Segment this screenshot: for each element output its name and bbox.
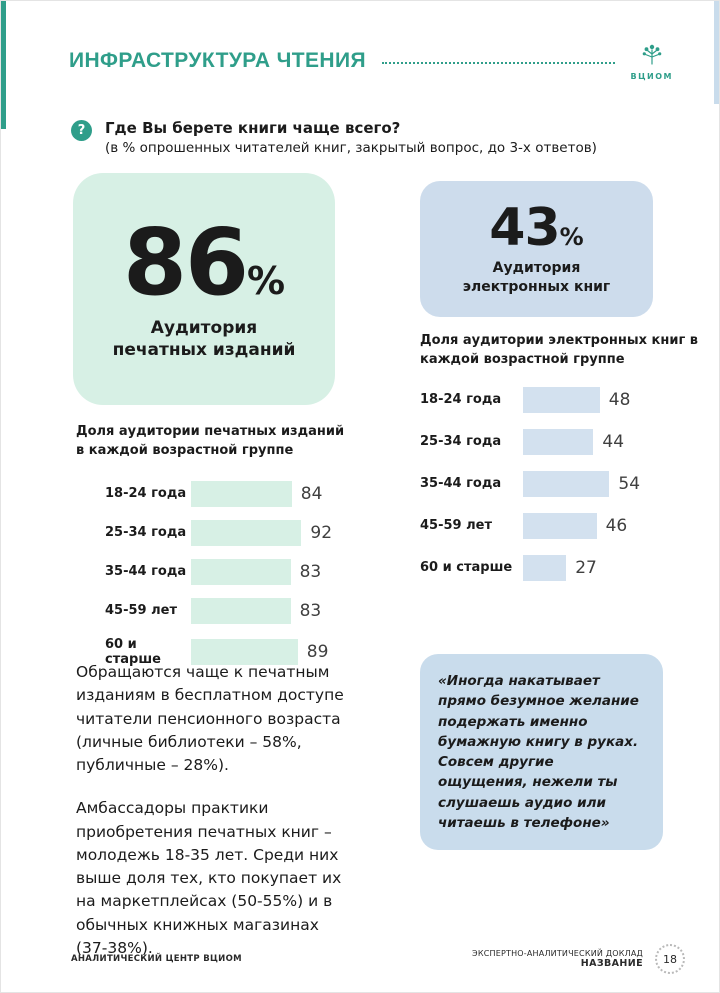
bar [523,386,600,413]
insight-paragraphs: Обращаются чаще к печатным изданиям в бе… [76,661,348,960]
page-title: ИНФРАСТРУКТУРА ЧТЕНИЯ [69,49,366,72]
chart-row: 60 и старше 89 [105,637,356,667]
edge-accent-right [714,1,719,104]
print-audience-card: 86 % Аудитория печатных изданий [73,173,335,405]
row-value: 46 [605,515,628,536]
row-value: 48 [608,389,631,410]
ebook-age-chart: Доля аудитории электронных книг в каждой… [420,332,719,581]
ebook-audience-card: 43 % Аудитория электронных книг [420,181,653,317]
row-label: 25-34 года [420,434,502,450]
bar [191,519,302,546]
row-label: 45-59 лет [420,518,492,534]
row-value: 27 [575,557,597,578]
row-value: 92 [310,522,333,543]
row-value: 83 [299,600,322,621]
chart-row: 60 и старше 27 [420,554,719,581]
chart-row: 35-44 года 54 [420,470,719,497]
row-value: 84 [300,483,323,504]
chart-rows: 18-24 года 84 25-34 года 92 35-44 года 8… [105,480,356,667]
chart-row: 18-24 года 48 [420,386,719,413]
ebook-audience-value: 43 [489,198,560,259]
question-mark-icon: ? [71,120,92,141]
ebook-audience-unit: % [559,223,584,252]
chart-row: 18-24 года 84 [105,480,356,507]
dotted-divider [382,62,615,64]
bar [523,428,594,455]
row-label: 18-24 года [105,486,187,502]
bar [191,558,291,585]
row-value: 89 [306,641,329,662]
footer-report-type: ЭКСПЕРТНО-АНАЛИТИЧЕСКИЙ ДОКЛАД [472,949,643,958]
quote-box: «Иногда накатывает прямо безумное желани… [420,654,663,850]
footer-report-name: НАЗВАНИЕ [580,958,643,969]
logo-text: ВЦИОМ [630,72,673,81]
vciom-logo: ВЦИОМ [631,41,673,81]
chart-title: Доля аудитории электронных книг в каждой… [420,333,699,367]
row-label: 60 и старше [420,560,513,576]
row-value: 44 [602,431,625,452]
chart-title: Доля аудитории печатных изданий в каждой… [76,424,345,458]
question-texts: Где Вы берете книги чаще всего? (в % опр… [105,119,597,156]
chart-row: 35-44 года 83 [105,558,356,585]
print-audience-label: Аудитория печатных изданий [112,317,296,360]
print-audience-unit: % [246,258,286,303]
chart-rows: 18-24 года 48 25-34 года 44 35-44 года 5… [420,386,719,581]
page-number: 18 [655,944,685,974]
bar [191,638,298,665]
edge-accent-left [1,1,6,129]
ebook-audience-label: Аудитория электронных книг [462,260,611,295]
row-label: 18-24 года [420,392,502,408]
question-block: ? Где Вы берете книги чаще всего? (в % о… [71,119,597,156]
print-audience-value: 86 [122,208,249,316]
chart-row: 25-34 года 92 [105,519,356,546]
bar [191,597,291,624]
footer-org: АНАЛИТИЧЕСКИЙ ЦЕНТР ВЦИОМ [71,954,242,964]
bar [523,512,597,539]
row-label: 35-44 года [420,476,502,492]
row-label: 45-59 лет [105,603,177,619]
insight-paragraph-2: Амбассадоры практики приобретения печатн… [76,799,342,957]
footer-report: ЭКСПЕРТНО-АНАЛИТИЧЕСКИЙ ДОКЛАД НАЗВАНИЕ [472,949,643,969]
row-label: 35-44 года [105,564,187,580]
chart-row: 25-34 года 44 [420,428,719,455]
print-age-chart: Доля аудитории печатных изданий в каждой… [76,423,356,667]
footer: АНАЛИТИЧЕСКИЙ ЦЕНТР ВЦИОМ ЭКСПЕРТНО-АНАЛ… [71,944,685,974]
tree-icon [639,41,665,71]
bar [191,480,292,507]
question-text: Где Вы берете книги чаще всего? [105,119,401,137]
row-value: 83 [299,561,322,582]
row-label: 60 и старше [105,636,161,667]
bar [523,470,610,497]
ebook-audience-number: 43 % [489,202,583,254]
bar [523,554,567,581]
chart-row: 45-59 лет 46 [420,512,719,539]
print-audience-number: 86 % [122,208,286,316]
chart-row: 45-59 лет 83 [105,597,356,624]
row-value: 54 [618,473,641,494]
question-note: (в % опрошенных читателей книг, закрытый… [105,140,597,156]
insight-paragraph-1: Обращаются чаще к печатным изданиям в бе… [76,663,344,774]
row-label: 25-34 года [105,525,187,541]
header: ИНФРАСТРУКТУРА ЧТЕНИЯ [69,41,673,81]
